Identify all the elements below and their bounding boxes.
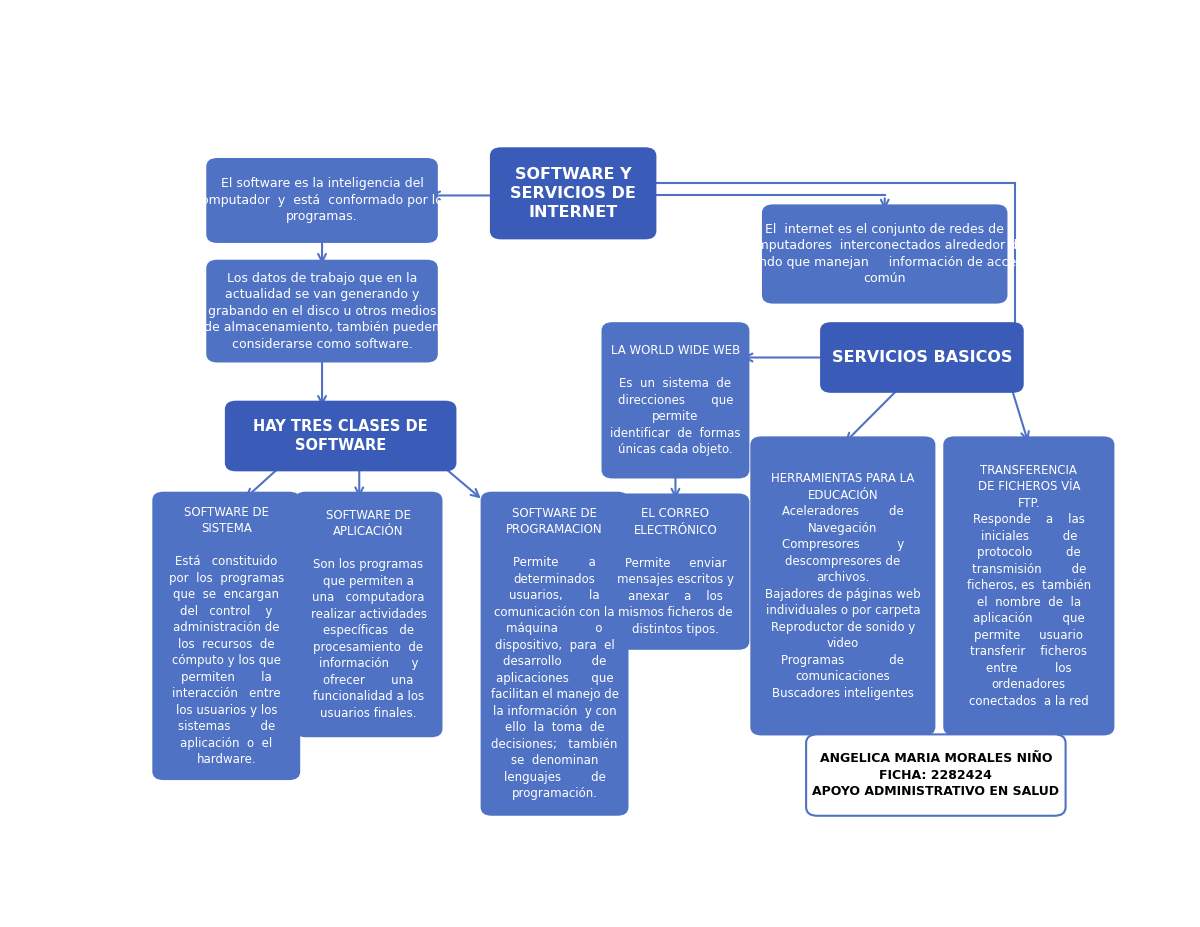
FancyBboxPatch shape [206,158,438,243]
FancyBboxPatch shape [206,260,438,362]
Text: HAY TRES CLASES DE
SOFTWARE: HAY TRES CLASES DE SOFTWARE [253,419,428,453]
FancyBboxPatch shape [806,734,1066,816]
FancyBboxPatch shape [224,400,456,471]
Text: ANGELICA MARIA MORALES NIÑO
FICHA: 2282424
APOYO ADMINISTRATIVO EN SALUD: ANGELICA MARIA MORALES NIÑO FICHA: 22824… [812,752,1060,798]
Text: El software es la inteligencia del
computador  y  está  conformado por los
progr: El software es la inteligencia del compu… [194,177,450,223]
Text: SOFTWARE Y
SERVICIOS DE
INTERNET: SOFTWARE Y SERVICIOS DE INTERNET [510,167,636,220]
FancyBboxPatch shape [820,323,1024,393]
Text: Los datos de trabajo que en la
actualidad se van generando y
grabando en el disc: Los datos de trabajo que en la actualida… [204,272,440,350]
Text: SOFTWARE DE
APLICACIÓN

Son los programas
que permiten a
una   computadora
reali: SOFTWARE DE APLICACIÓN Son los programas… [311,509,426,720]
FancyBboxPatch shape [601,493,749,650]
FancyBboxPatch shape [943,437,1115,735]
Text: El  internet es el conjunto de redes de
computadores  interconectados alrededor : El internet es el conjunto de redes de c… [739,222,1031,286]
Text: HERRAMIENTAS PARA LA
EDUCACIÓN
Aceleradores        de
Navegación
Compresores    : HERRAMIENTAS PARA LA EDUCACIÓN Acelerado… [766,472,920,700]
Text: TRANSFERENCIA
DE FICHEROS VÍA
FTP.
Responde    a    las
iniciales         de
pro: TRANSFERENCIA DE FICHEROS VÍA FTP. Respo… [967,464,1091,708]
FancyBboxPatch shape [750,437,935,735]
FancyBboxPatch shape [490,147,656,239]
Text: LA WORLD WIDE WEB

Es  un  sistema  de
direcciones       que
permite
identificar: LA WORLD WIDE WEB Es un sistema de direc… [610,344,740,456]
Text: SOFTWARE DE
PROGRAMACION

Permite        a
determinados
usuarios,       la
comun: SOFTWARE DE PROGRAMACION Permite a deter… [491,507,618,801]
Text: SERVICIOS BASICOS: SERVICIOS BASICOS [832,350,1012,365]
FancyBboxPatch shape [762,204,1008,304]
Text: SOFTWARE DE
SISTEMA

Está   constituido
por  los  programas
que  se  encargan
de: SOFTWARE DE SISTEMA Está constituido por… [169,505,284,766]
FancyBboxPatch shape [481,491,629,816]
FancyBboxPatch shape [295,491,443,737]
FancyBboxPatch shape [601,323,749,478]
Text: EL CORREO
ELECTRÓNICO

Permite     enviar
mensajes escritos y
anexar    a    los: EL CORREO ELECTRÓNICO Permite enviar men… [617,507,734,636]
FancyBboxPatch shape [152,491,300,780]
